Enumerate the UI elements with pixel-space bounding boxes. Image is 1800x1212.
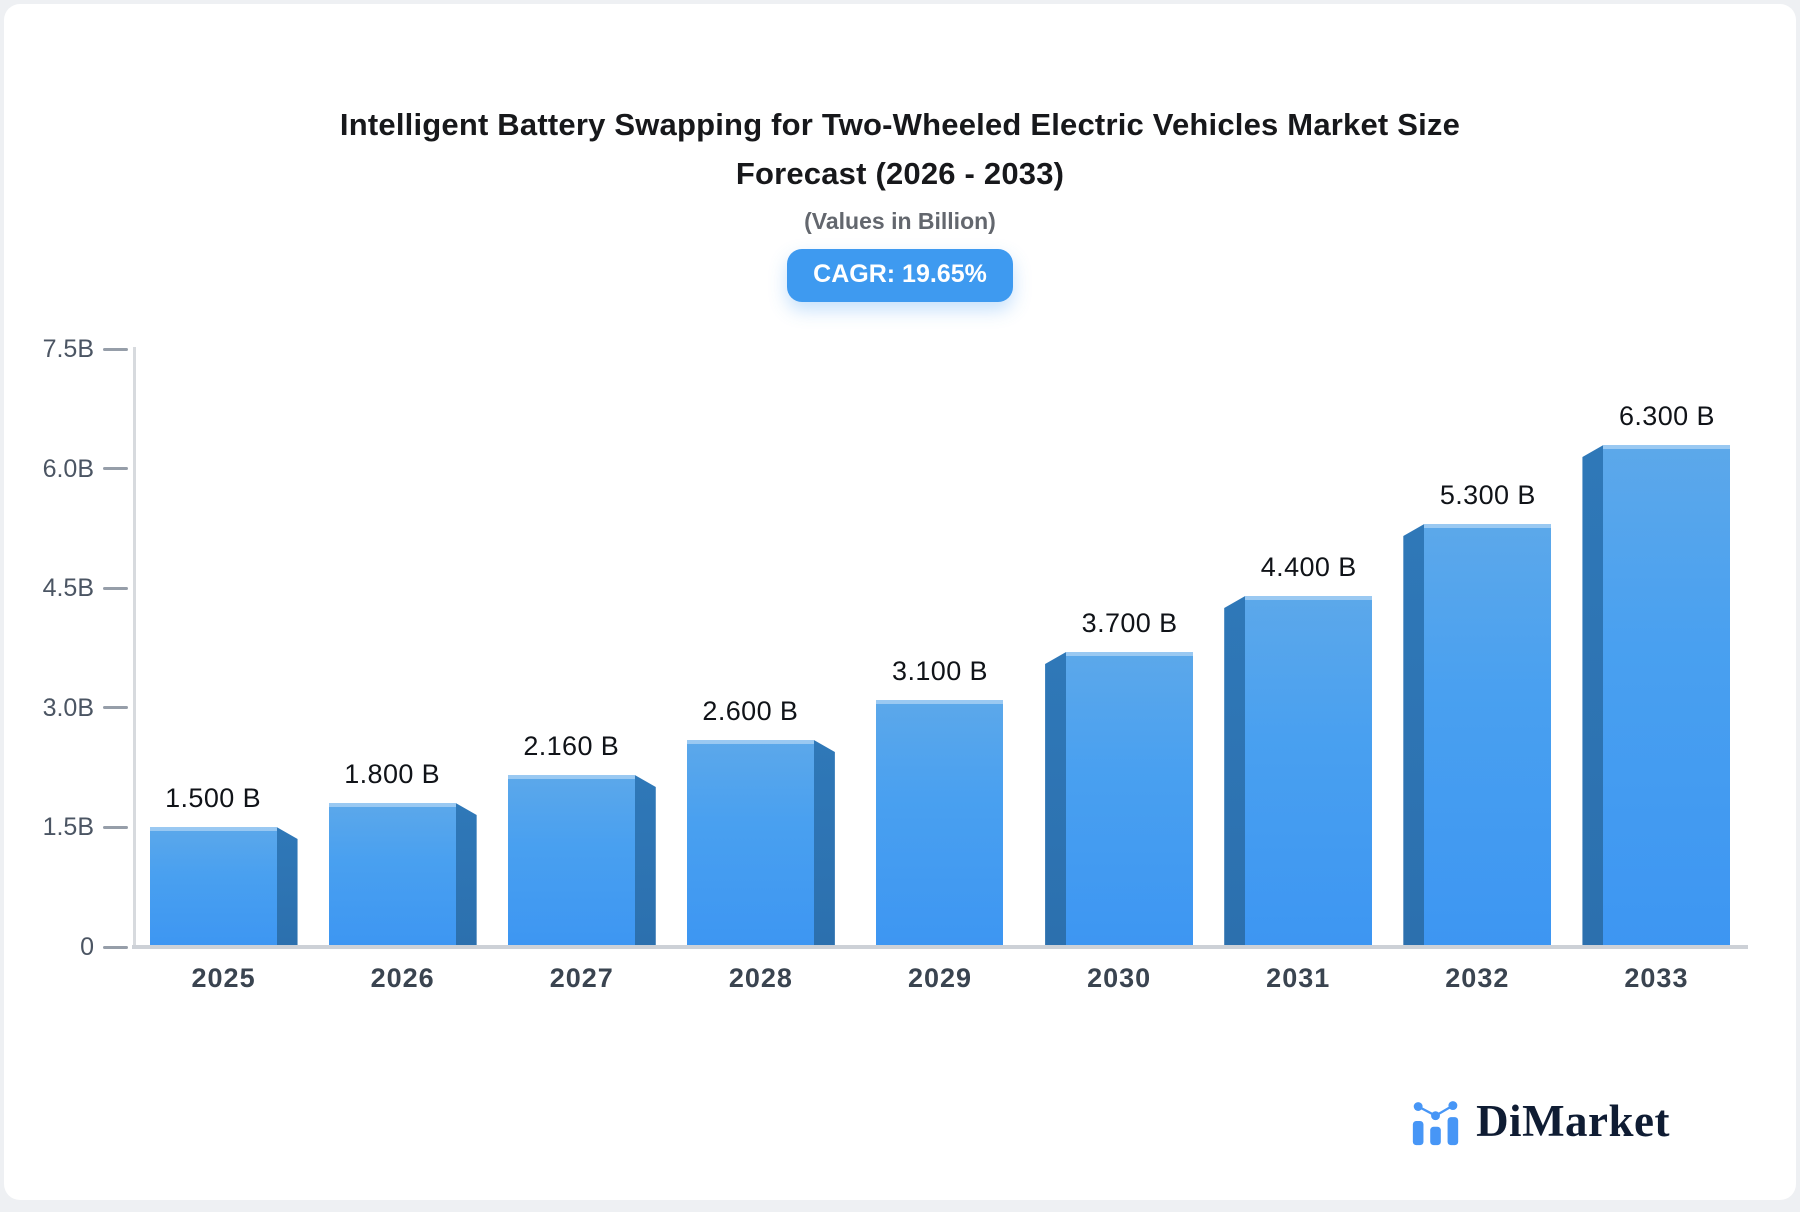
- y-tick-label: 0: [80, 933, 94, 961]
- bar-value-label: 1.800 B: [344, 759, 441, 789]
- bar-value-label: 3.700 B: [1081, 608, 1178, 638]
- bar-face: 3.700 B: [1066, 608, 1194, 947]
- bar-group: 3.700 B: [1045, 608, 1194, 947]
- values-unit-subtitle: (Values in Billion): [804, 208, 996, 234]
- bar-group: 3.100 B: [876, 656, 1004, 947]
- bar-face: 1.800 B: [328, 759, 456, 947]
- brand-name: DiMarket: [1476, 1096, 1670, 1146]
- y-tick-mark: [103, 825, 128, 829]
- y-axis-line: [133, 347, 136, 948]
- x-tick-label: 2027: [549, 963, 614, 993]
- bar-slot-2026: 1.800 B: [313, 349, 492, 947]
- x-tick-label: 2028: [728, 963, 793, 993]
- x-tick-label: 2025: [191, 963, 256, 993]
- y-tick-label: 3.0B: [42, 693, 94, 722]
- bar-value-label: 1.500 B: [165, 783, 261, 813]
- y-tick-label: 1.5B: [42, 813, 94, 842]
- x-tick-label: 2030: [1087, 963, 1152, 993]
- bar-value-label: 2.600 B: [702, 696, 799, 726]
- x-tick-label: 2029: [907, 963, 973, 993]
- bar-value-label: 3.100 B: [892, 656, 988, 686]
- page-title-line2: Forecast (2026 - 2033): [735, 156, 1065, 191]
- bar-side-face: [1582, 445, 1604, 947]
- x-axis: 2025 2026 2027 2028 2029 2030 2031 2032 2033: [134, 963, 1746, 994]
- bar-slot-2031: 4.400 B: [1209, 349, 1388, 947]
- bar-value-label: 4.400 B: [1260, 552, 1357, 582]
- bar-slot-2033: 6.300 B: [1567, 349, 1746, 947]
- chart-header: Intelligent Battery Swapping for Two-Whe…: [4, 4, 1796, 302]
- bar-side-face: [813, 740, 835, 947]
- bar-side-face: [455, 803, 477, 947]
- bar-slot-2032: 5.300 B: [1388, 349, 1567, 947]
- y-tick-mark: [103, 945, 128, 949]
- brand-logo: DiMarket: [1409, 1094, 1670, 1148]
- x-tick-label: 2032: [1445, 963, 1510, 993]
- y-tick-label: 6.0B: [42, 454, 94, 483]
- page-title: Intelligent Battery Swapping for Two-Whe…: [4, 4, 1796, 198]
- y-tick-mark: [103, 586, 128, 590]
- x-tick-label: 2031: [1266, 963, 1331, 993]
- bar-group: 2.600 B: [686, 696, 835, 947]
- bar-group: 6.300 B: [1582, 401, 1731, 947]
- x-tick-label: 2033: [1624, 963, 1689, 993]
- bar-side-face: [634, 775, 656, 947]
- cagr-badge: CAGR: 19.65%: [787, 249, 1013, 302]
- bar-face: 6.300 B: [1603, 401, 1731, 947]
- bar-face: 2.600 B: [686, 696, 814, 947]
- chart-card: Intelligent Battery Swapping for Two-Whe…: [4, 4, 1796, 1200]
- bar-face: 5.300 B: [1424, 480, 1552, 947]
- bar-group: 2.160 B: [507, 731, 656, 947]
- bar-value-label: 6.300 B: [1618, 401, 1715, 431]
- bar-value-label: 2.160 B: [523, 731, 620, 761]
- bar-chart: 7.5B 6.0B 4.5B 3.0B 1.5B 0 1.500 B 1.800 B 2.16…: [4, 4, 1796, 1200]
- x-tick-label: 2026: [370, 963, 435, 993]
- bar-slot-2028: 2.600 B: [671, 349, 850, 947]
- bar-slot-2029: 3.100 B: [850, 349, 1029, 947]
- plot-area: 1.500 B 1.800 B 2.160 B 2.600 B 3.100 B 3.700…: [134, 349, 1746, 947]
- y-tick-mark: [103, 347, 128, 351]
- y-tick-label: 4.5B: [42, 574, 94, 603]
- bar-side-face: [1224, 596, 1246, 947]
- bar-slot-2030: 3.700 B: [1030, 349, 1209, 947]
- bar-side-face: [276, 827, 298, 947]
- bar-group: 4.400 B: [1224, 552, 1373, 947]
- bar-slot-2025: 1.500 B: [134, 349, 313, 947]
- bar-group: 1.800 B: [328, 759, 477, 947]
- bar-chart-logo-icon: [1412, 1101, 1459, 1146]
- bar-group: 5.300 B: [1403, 480, 1552, 947]
- bar-face: 1.500 B: [149, 783, 277, 947]
- bar-side-face: [1045, 652, 1067, 947]
- bar-face: 3.100 B: [876, 656, 1004, 947]
- bar-face: 4.400 B: [1245, 552, 1373, 947]
- y-tick-mark: [103, 467, 128, 471]
- bar-side-face: [1403, 524, 1425, 947]
- page-title-line1: Intelligent Battery Swapping for Two-Whe…: [339, 107, 1461, 142]
- y-tick-mark: [103, 706, 128, 710]
- y-tick-label: 7.5B: [42, 335, 94, 363]
- bar-slot-2027: 2.160 B: [492, 349, 671, 947]
- x-axis-line: [132, 945, 1748, 949]
- bar-face: 2.160 B: [507, 731, 635, 947]
- bar-group: 1.500 B: [149, 783, 298, 947]
- bar-value-label: 5.300 B: [1439, 480, 1536, 510]
